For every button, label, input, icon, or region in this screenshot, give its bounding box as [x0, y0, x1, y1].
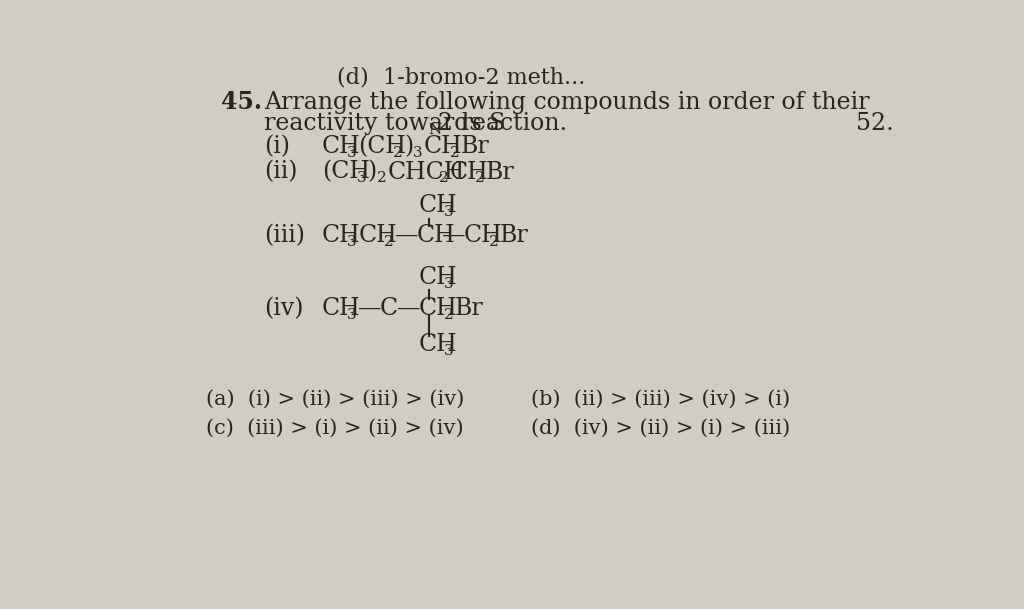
Text: 2: 2: [438, 171, 449, 185]
Text: 2: 2: [444, 308, 454, 322]
Text: —: —: [394, 224, 418, 247]
Text: 2: 2: [450, 146, 460, 160]
Text: CH: CH: [322, 135, 360, 158]
Text: CH: CH: [424, 135, 463, 158]
Text: 2 reaction.: 2 reaction.: [438, 112, 567, 135]
Text: ): ): [368, 161, 377, 183]
Text: CH: CH: [419, 297, 458, 320]
Text: 3: 3: [414, 146, 423, 160]
Text: 52.: 52.: [856, 112, 894, 135]
Text: (CH: (CH: [358, 135, 407, 158]
Text: (iii): (iii): [263, 224, 304, 247]
Text: CH: CH: [419, 333, 458, 356]
Text: Arrange the following compounds in order of their: Arrange the following compounds in order…: [263, 91, 869, 113]
Text: ): ): [403, 135, 413, 158]
Text: CH: CH: [417, 224, 455, 247]
Text: CH: CH: [464, 224, 502, 247]
Text: 2: 2: [475, 171, 485, 185]
Text: CH: CH: [322, 224, 360, 247]
Text: CHCH: CHCH: [388, 161, 465, 183]
Text: C: C: [380, 297, 398, 320]
Text: 2: 2: [384, 234, 393, 248]
Text: 2: 2: [489, 234, 499, 248]
Text: (a)  (i) > (ii) > (iii) > (iv): (a) (i) > (ii) > (iii) > (iv): [206, 390, 464, 409]
Text: 2: 2: [393, 146, 402, 160]
Text: 3: 3: [356, 171, 367, 185]
Text: (i): (i): [263, 135, 290, 158]
Text: 2: 2: [377, 171, 386, 185]
Text: (d)  (iv) > (ii) > (i) > (iii): (d) (iv) > (ii) > (i) > (iii): [531, 419, 791, 438]
Text: (iv): (iv): [263, 297, 303, 320]
Text: Br: Br: [486, 161, 515, 183]
Text: 3: 3: [347, 146, 357, 160]
Text: CH: CH: [450, 161, 488, 183]
Text: —: —: [397, 297, 421, 320]
Text: (b)  (ii) > (iii) > (iv) > (i): (b) (ii) > (iii) > (iv) > (i): [531, 390, 791, 409]
Text: 3: 3: [347, 234, 357, 248]
Text: CH: CH: [358, 224, 397, 247]
Text: Br: Br: [455, 297, 483, 320]
Text: 3: 3: [444, 205, 454, 219]
Text: 3: 3: [444, 277, 454, 291]
Text: (ii): (ii): [263, 161, 297, 183]
Text: (CH: (CH: [322, 161, 370, 183]
Text: CH: CH: [419, 194, 458, 217]
Text: reactivity towards S: reactivity towards S: [263, 112, 505, 135]
Text: —: —: [358, 297, 382, 320]
Text: —: —: [442, 224, 465, 247]
Text: N: N: [429, 123, 442, 137]
Text: 45.: 45.: [221, 90, 262, 113]
Text: 3: 3: [347, 308, 357, 322]
Text: 3: 3: [444, 344, 454, 358]
Text: Br: Br: [461, 135, 489, 158]
Text: Br: Br: [500, 224, 528, 247]
Text: (d)  1-bromo-2 meth...: (d) 1-bromo-2 meth...: [337, 67, 586, 89]
Text: CH: CH: [322, 297, 360, 320]
Text: (c)  (iii) > (i) > (ii) > (iv): (c) (iii) > (i) > (ii) > (iv): [206, 419, 463, 438]
Text: CH: CH: [419, 266, 458, 289]
